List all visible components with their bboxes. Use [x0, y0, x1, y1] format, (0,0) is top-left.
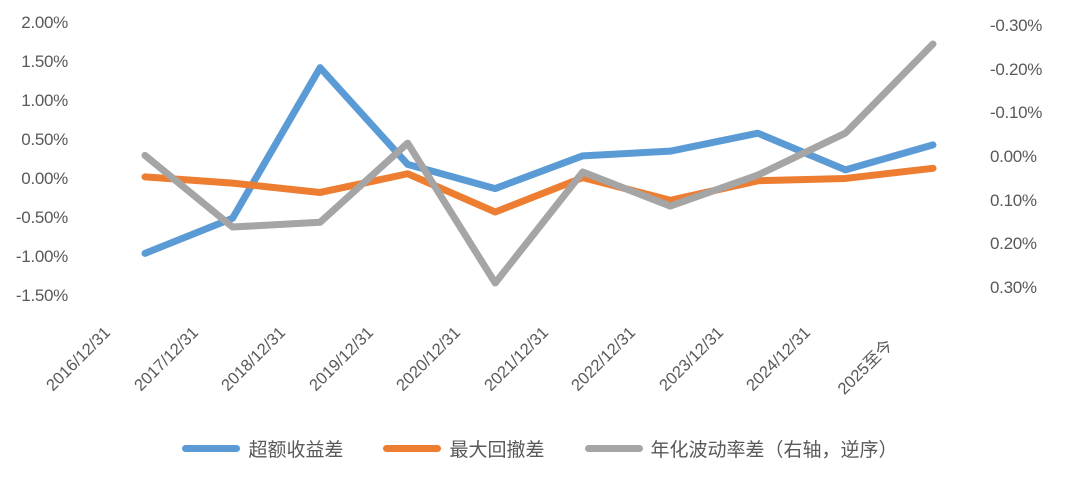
left-axis-tick: -1.00%: [15, 247, 68, 266]
left-axis-tick: -1.50%: [15, 286, 68, 305]
left-axis-tick: -0.50%: [15, 208, 68, 227]
chart-legend: 超额收益差 最大回撤差 年化波动率差（右轴，逆序）: [0, 424, 1080, 472]
right-axis-tick: 0.10%: [990, 190, 1037, 210]
legend-item[interactable]: 超额收益差: [182, 435, 343, 462]
legend-label: 年化波动率差（右轴，逆序）: [650, 439, 898, 461]
right-axis-tick: 0.30%: [990, 278, 1037, 298]
legend-swatch-icon: [182, 444, 241, 452]
right-axis-tick: -0.10%: [990, 103, 1043, 123]
right-axis-tick: 0.20%: [990, 234, 1037, 254]
plot-area: [141, 40, 937, 287]
legend-item[interactable]: 年化波动率差（右轴，逆序）: [584, 435, 898, 462]
left-axis-tick: 0.50%: [21, 130, 68, 149]
left-axis-tick: 1.50%: [21, 52, 68, 71]
right-axis-tick: -0.30%: [990, 15, 1043, 35]
legend-label: 最大回撤差: [449, 439, 545, 461]
series-line: [141, 164, 937, 216]
legend-item[interactable]: 最大回撤差: [383, 435, 545, 462]
series-line: [141, 40, 937, 287]
right-axis-tick: 0.00%: [990, 147, 1037, 166]
legend-label: 超额收益差: [248, 439, 344, 461]
left-axis-tick: 2.00%: [21, 13, 68, 32]
legend-swatch-icon: [584, 444, 643, 452]
left-axis-tick: 1.00%: [21, 91, 68, 110]
legend-swatch-icon: [383, 444, 442, 452]
right-axis-tick: -0.20%: [990, 59, 1043, 79]
left-axis-tick: 0.00%: [21, 169, 68, 188]
